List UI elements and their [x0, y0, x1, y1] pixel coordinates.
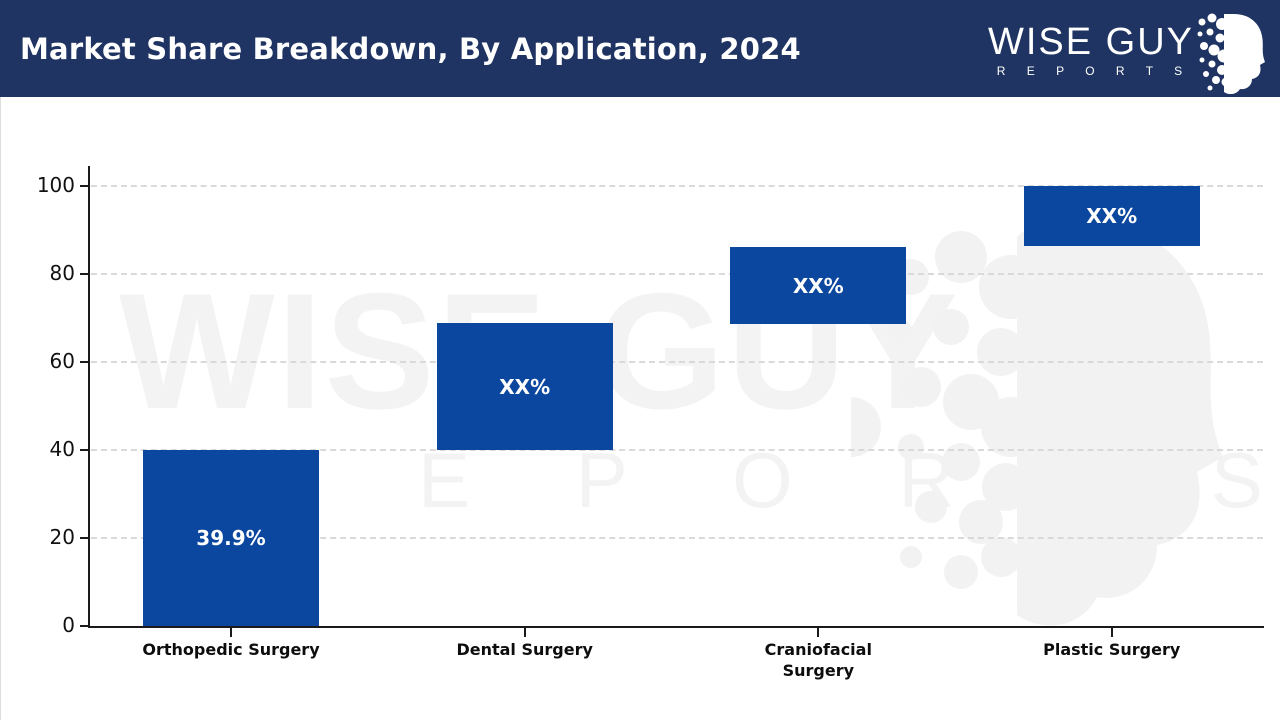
- y-tick-80: [80, 273, 89, 275]
- y-tick-100: [80, 185, 89, 187]
- y-axis-line: [88, 166, 90, 628]
- x-tick: [230, 628, 232, 637]
- chart-title: Market Share Breakdown, By Application, …: [20, 31, 801, 66]
- header-bar: Market Share Breakdown, By Application, …: [0, 0, 1280, 97]
- watermark-face-graphic: [851, 217, 1223, 626]
- y-tick-label: 40: [49, 437, 75, 461]
- bar-value-label: 39.9%: [196, 526, 266, 551]
- bar-value-label: XX%: [499, 374, 551, 399]
- bar-segment: XX%: [1023, 186, 1200, 246]
- plot-area: WISE GUY. R E P O R T S 0 20 40 60 80 100 Orth…: [0, 97, 1280, 720]
- x-tick: [523, 628, 526, 637]
- y-tick-label: 20: [49, 525, 75, 549]
- y-tick-40: [80, 449, 89, 451]
- gridline-20: [91, 537, 1263, 539]
- x-axis-line: [88, 626, 1264, 628]
- gridline-80: [91, 273, 1263, 275]
- brand-name-text: WISE GUY: [987, 21, 1194, 63]
- x-tick: [817, 628, 820, 637]
- gridline-40: [91, 449, 1263, 451]
- brand-face-icon: [1197, 13, 1265, 94]
- bar-segment: XX%: [730, 247, 907, 325]
- bar-segment: XX%: [436, 323, 613, 450]
- y-tick-60: [80, 361, 89, 363]
- brand-wordmark: WISE GUY R E P O R T S: [988, 22, 1194, 78]
- y-tick-label: 60: [49, 349, 75, 373]
- y-tick-label: 80: [49, 261, 75, 285]
- x-tick-label: Plastic Surgery: [1043, 640, 1181, 659]
- x-tick: [1110, 628, 1113, 637]
- brand-logo: WISE GUY R E P O R T S: [988, 8, 1266, 94]
- bar-value-label: XX%: [792, 273, 844, 298]
- x-tick-label: Orthopedic Surgery: [142, 640, 320, 659]
- brand-sub-text: R E P O R T S: [996, 64, 1192, 78]
- y-tick-label: 0: [62, 613, 75, 637]
- x-tick-label: Dental Surgery: [456, 640, 593, 659]
- y-tick-20: [80, 537, 89, 539]
- bar-segment: 39.9%: [143, 450, 319, 626]
- y-tick-label: 100: [36, 173, 75, 197]
- x-tick-label: Craniofacial Surgery: [764, 640, 872, 680]
- bar-value-label: XX%: [1086, 203, 1138, 228]
- y-tick-0: [80, 625, 89, 627]
- gridline-60: [91, 361, 1263, 363]
- gridline-100: [91, 185, 1263, 187]
